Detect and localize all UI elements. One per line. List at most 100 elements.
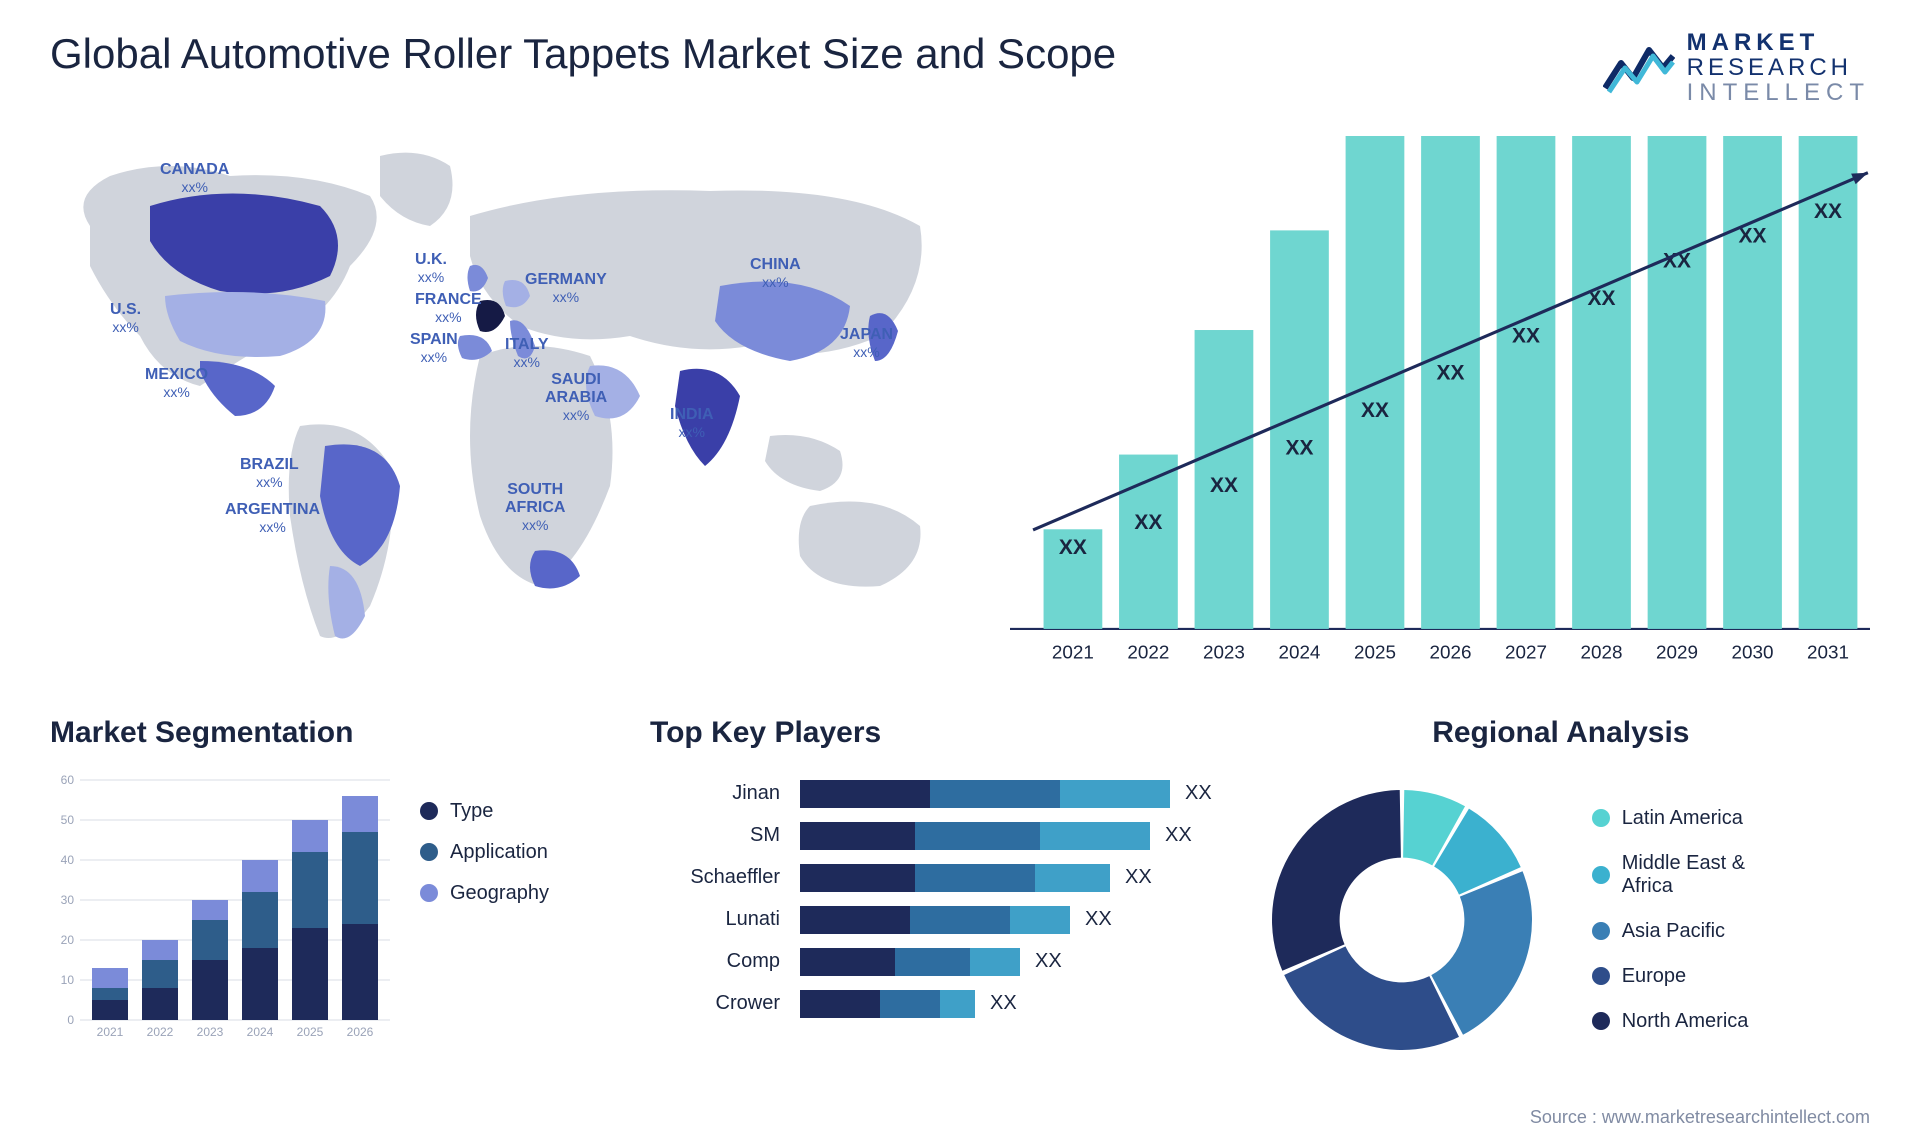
- segmentation-legend-item: Application: [420, 841, 549, 864]
- player-name: Comp: [650, 950, 780, 973]
- svg-text:2021: 2021: [1052, 641, 1094, 662]
- svg-text:XX: XX: [1361, 399, 1389, 422]
- svg-text:2022: 2022: [147, 1025, 174, 1039]
- world-map-panel: CANADAxx% U.S.xx%MEXICOxx% BRAZILxx% ARGENT…: [50, 136, 950, 656]
- svg-text:50: 50: [61, 813, 75, 827]
- player-value: XX: [1085, 908, 1112, 931]
- player-row: Comp XX: [650, 948, 1212, 976]
- svg-text:2026: 2026: [347, 1025, 374, 1039]
- source-line: Source : www.marketresearchintellect.com: [1530, 1107, 1870, 1128]
- svg-text:2028: 2028: [1581, 641, 1623, 662]
- map-country-label: U.K.xx%: [415, 251, 447, 288]
- page-title: Global Automotive Roller Tappets Market …: [50, 30, 1116, 78]
- svg-text:XX: XX: [1512, 324, 1540, 347]
- svg-text:XX: XX: [1285, 436, 1313, 459]
- player-bar: [800, 906, 1070, 934]
- growth-chart-panel: XX2021XX2022XX2023XX2024XX2025XX2026XX20…: [1010, 136, 1870, 656]
- logo-line-1: MARKET: [1687, 30, 1870, 55]
- svg-text:2025: 2025: [1354, 641, 1396, 662]
- players-title: Top Key Players: [650, 716, 1212, 750]
- regional-legend-item: Middle East &Africa: [1592, 852, 1749, 898]
- svg-text:2027: 2027: [1505, 641, 1547, 662]
- logo-icon: [1603, 38, 1675, 98]
- svg-text:XX: XX: [1210, 473, 1238, 496]
- svg-text:2026: 2026: [1429, 641, 1471, 662]
- map-country-label: CHINAxx%: [750, 256, 801, 293]
- segmentation-legend-item: Type: [420, 800, 549, 823]
- players-panel: Top Key Players JinanXXSMXXSchaefflerXXL…: [650, 716, 1212, 1070]
- map-country-label: U.S.xx%: [110, 301, 141, 338]
- svg-text:0: 0: [67, 1013, 74, 1027]
- player-name: Jinan: [650, 782, 780, 805]
- player-row: Crower XX: [650, 990, 1212, 1018]
- svg-text:2025: 2025: [297, 1025, 324, 1039]
- svg-text:XX: XX: [1059, 536, 1087, 559]
- map-country-label: SOUTHAFRICAxx%: [505, 481, 565, 536]
- regional-panel: Regional Analysis Latin America Middle Ea…: [1252, 716, 1870, 1070]
- player-name: SM: [650, 824, 780, 847]
- player-bar: [800, 780, 1170, 808]
- map-country-label: SAUDIARABIAxx%: [545, 371, 607, 426]
- map-country-label: INDIAxx%: [670, 406, 714, 443]
- svg-text:2024: 2024: [1278, 641, 1320, 662]
- svg-text:40: 40: [61, 853, 75, 867]
- regional-legend-item: Latin America: [1592, 807, 1749, 830]
- svg-text:XX: XX: [1814, 199, 1842, 222]
- regional-legend: Latin America Middle East &Africa Asia Pac…: [1592, 807, 1749, 1033]
- svg-text:XX: XX: [1436, 361, 1464, 384]
- player-bar: [800, 864, 1110, 892]
- player-row: Lunati XX: [650, 906, 1212, 934]
- segmentation-title: Market Segmentation: [50, 716, 610, 750]
- svg-text:2023: 2023: [197, 1025, 224, 1039]
- donut-chart: [1252, 770, 1552, 1070]
- svg-text:2030: 2030: [1732, 641, 1774, 662]
- svg-text:30: 30: [61, 893, 75, 907]
- svg-text:2024: 2024: [247, 1025, 274, 1039]
- svg-text:10: 10: [61, 973, 75, 987]
- player-row: Jinan XX: [650, 780, 1212, 808]
- player-value: XX: [1165, 824, 1192, 847]
- svg-text:20: 20: [61, 933, 75, 947]
- svg-text:2029: 2029: [1656, 641, 1698, 662]
- player-name: Lunati: [650, 908, 780, 931]
- map-country-label: SPAINxx%: [410, 331, 458, 368]
- map-country-label: CANADAxx%: [160, 161, 229, 198]
- map-country-label: BRAZILxx%: [240, 456, 299, 493]
- growth-chart: XX 2021 XX 2022 XX 2023 XX 2024 XX 2025 XX 2026 XX 20…: [1010, 136, 1870, 681]
- svg-text:XX: XX: [1739, 224, 1767, 247]
- player-row: SM XX: [650, 822, 1212, 850]
- player-value: XX: [990, 992, 1017, 1015]
- map-country-label: FRANCExx%: [415, 291, 482, 328]
- map-country-label: JAPANxx%: [840, 326, 893, 363]
- svg-text:2022: 2022: [1127, 641, 1169, 662]
- map-country-label: GERMANYxx%: [525, 271, 607, 308]
- map-country-label: ITALYxx%: [505, 336, 549, 373]
- player-bar: [800, 822, 1150, 850]
- map-country-label: MEXICOxx%: [145, 366, 208, 403]
- svg-text:2031: 2031: [1807, 641, 1849, 662]
- regional-legend-item: North America: [1592, 1010, 1749, 1033]
- player-value: XX: [1035, 950, 1062, 973]
- segmentation-panel: Market Segmentation 0 10 20 30 40 50 60 2021 202…: [50, 716, 610, 1070]
- player-name: Schaeffler: [650, 866, 780, 889]
- map-country-label: ARGENTINAxx%: [225, 501, 320, 538]
- regional-title: Regional Analysis: [1252, 716, 1870, 750]
- player-name: Crower: [650, 992, 780, 1015]
- segmentation-chart: 0 10 20 30 40 50 60 2021 2022 2023 2024 2025 2026: [50, 770, 390, 1040]
- segmentation-legend-item: Geography: [420, 882, 549, 905]
- regional-legend-item: Europe: [1592, 965, 1749, 988]
- segmentation-legend: Type Application Geography: [420, 770, 549, 1040]
- logo-line-3: INTELLECT: [1687, 80, 1870, 105]
- player-bar: [800, 948, 1020, 976]
- svg-text:2023: 2023: [1203, 641, 1245, 662]
- svg-text:2021: 2021: [97, 1025, 124, 1039]
- svg-text:60: 60: [61, 773, 75, 787]
- logo: MARKET RESEARCH INTELLECT: [1603, 30, 1870, 106]
- logo-line-2: RESEARCH: [1687, 55, 1870, 80]
- player-row: Schaeffler XX: [650, 864, 1212, 892]
- regional-legend-item: Asia Pacific: [1592, 920, 1749, 943]
- player-bar: [800, 990, 975, 1018]
- player-value: XX: [1125, 866, 1152, 889]
- svg-text:XX: XX: [1134, 511, 1162, 534]
- player-value: XX: [1185, 782, 1212, 805]
